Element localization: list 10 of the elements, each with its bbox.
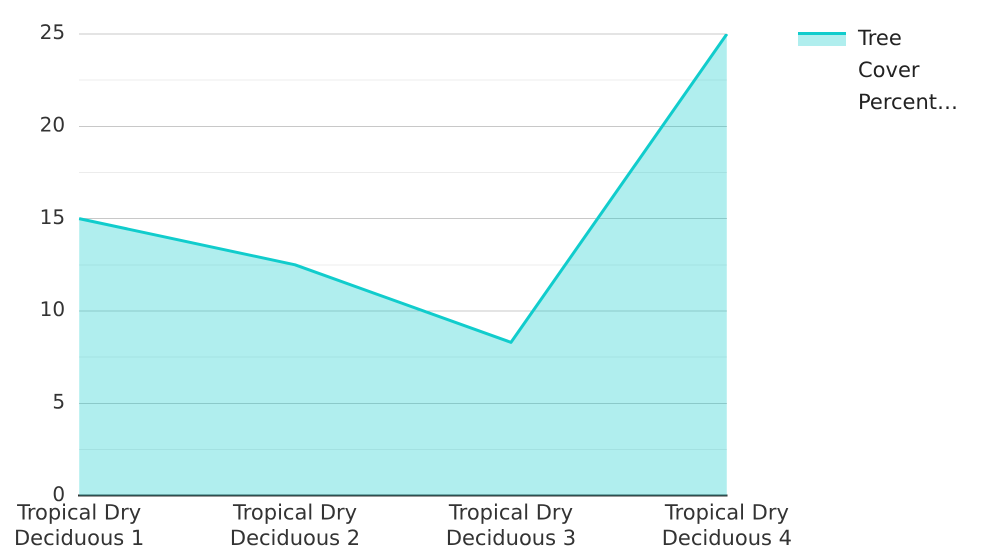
legend-label: Tree Cover Percent… bbox=[858, 25, 960, 116]
x-tick-label: Tropical Dry Deciduous 1 bbox=[14, 500, 144, 550]
y-tick-label: 10 bbox=[40, 297, 66, 322]
x-tick-label: Tropical Dry Deciduous 4 bbox=[662, 500, 792, 550]
x-tick-label: Tropical Dry Deciduous 3 bbox=[446, 500, 576, 550]
y-tick-label: 5 bbox=[52, 389, 66, 414]
y-tick-label: 20 bbox=[40, 112, 66, 137]
y-tick-label: 15 bbox=[40, 204, 66, 229]
y-tick-label: 25 bbox=[40, 20, 66, 44]
x-tick-label: Tropical Dry Deciduous 2 bbox=[230, 500, 360, 550]
